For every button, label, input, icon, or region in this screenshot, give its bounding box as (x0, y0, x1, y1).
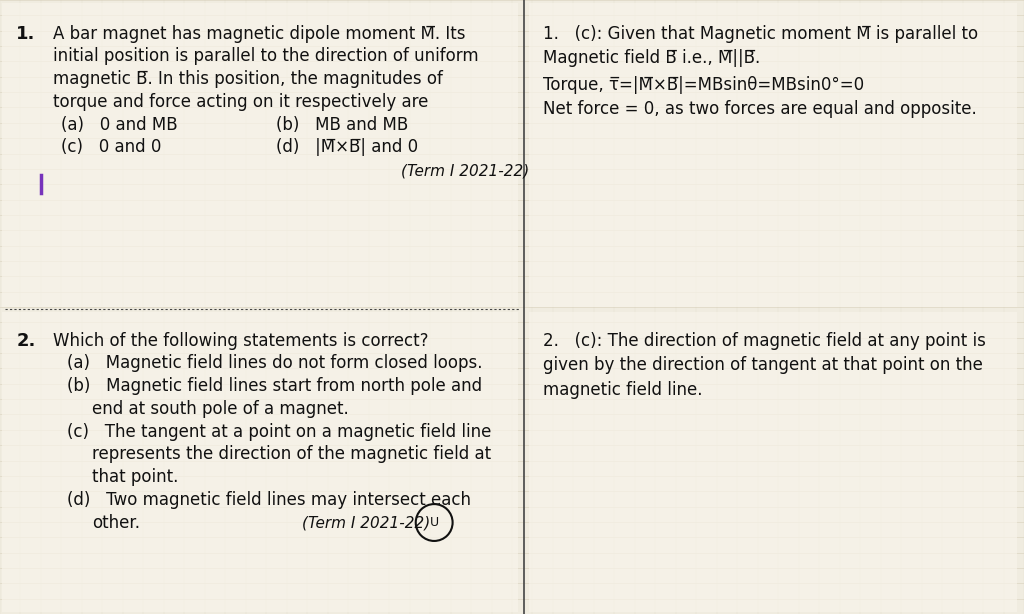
Text: represents the direction of the magnetic field at: represents the direction of the magnetic… (92, 445, 492, 464)
Text: initial position is parallel to the direction of uniform: initial position is parallel to the dire… (53, 47, 479, 66)
Text: 1.   (c): Given that Magnetic moment M̅ is parallel to: 1. (c): Given that Magnetic moment M̅ is… (543, 25, 978, 43)
FancyBboxPatch shape (529, 312, 1017, 612)
Text: (b)   Magnetic field lines start from north pole and: (b) Magnetic field lines start from nort… (67, 377, 481, 395)
Text: that point.: that point. (92, 468, 178, 486)
Text: (c)   0 and 0: (c) 0 and 0 (61, 138, 162, 157)
Text: given by the direction of tangent at that point on the: given by the direction of tangent at tha… (543, 356, 983, 375)
Text: (d)   |M̅×B̅| and 0: (d) |M̅×B̅| and 0 (276, 138, 419, 157)
Text: (b)   MB and MB: (b) MB and MB (276, 115, 409, 134)
Text: 1.: 1. (16, 25, 36, 43)
Text: Which of the following statements is correct?: Which of the following statements is cor… (53, 332, 429, 350)
Text: end at south pole of a magnet.: end at south pole of a magnet. (92, 400, 349, 418)
Text: torque and force acting on it respectively are: torque and force acting on it respective… (53, 93, 429, 111)
Text: 2.   (c): The direction of magnetic field at any point is: 2. (c): The direction of magnetic field … (543, 332, 985, 350)
Text: other.: other. (92, 513, 140, 532)
Text: magnetic field line.: magnetic field line. (543, 381, 702, 399)
Text: (Term I 2021-22): (Term I 2021-22) (302, 515, 430, 530)
Text: (a)   0 and MB: (a) 0 and MB (61, 115, 178, 134)
Text: 2.: 2. (16, 332, 36, 350)
Text: (c)   The tangent at a point on a magnetic field line: (c) The tangent at a point on a magnetic… (67, 422, 490, 441)
FancyBboxPatch shape (2, 3, 518, 307)
Text: Net force = 0, as two forces are equal and opposite.: Net force = 0, as two forces are equal a… (543, 100, 977, 119)
Text: Torque, τ̅=|M̅×B̅|=MBsinθ=MBsin0°=0: Torque, τ̅=|M̅×B̅|=MBsinθ=MBsin0°=0 (543, 76, 864, 94)
Text: magnetic B̅. In this position, the magnitudes of: magnetic B̅. In this position, the magni… (53, 70, 443, 88)
FancyBboxPatch shape (2, 312, 518, 612)
FancyBboxPatch shape (529, 3, 1017, 307)
Text: U: U (430, 516, 438, 529)
Text: A bar magnet has magnetic dipole moment M̅. Its: A bar magnet has magnetic dipole moment … (53, 25, 466, 43)
Text: (d)   Two magnetic field lines may intersect each: (d) Two magnetic field lines may interse… (67, 491, 471, 509)
Text: (a)   Magnetic field lines do not form closed loops.: (a) Magnetic field lines do not form clo… (67, 354, 482, 373)
Text: (Term I 2021-22): (Term I 2021-22) (401, 163, 529, 178)
Text: Magnetic field B̅ i.e., M̅||B̅.: Magnetic field B̅ i.e., M̅||B̅. (543, 49, 760, 68)
